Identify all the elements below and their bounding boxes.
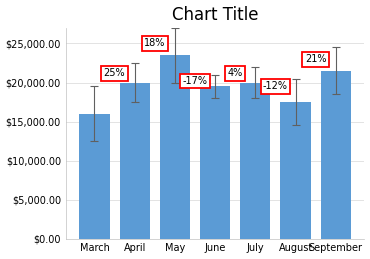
Text: 21%: 21% [305, 54, 326, 64]
Bar [200, 87, 230, 239]
Text: -17%: -17% [182, 76, 208, 86]
Bar [280, 102, 311, 239]
Bar [160, 55, 190, 239]
Bar [120, 83, 150, 239]
Bar [240, 83, 270, 239]
Text: 25%: 25% [104, 68, 125, 78]
Text: 4%: 4% [228, 68, 243, 78]
Text: 18%: 18% [144, 39, 165, 48]
Bar [80, 114, 110, 239]
Title: Chart Title: Chart Title [172, 5, 258, 24]
Bar [321, 71, 351, 239]
Text: -12%: -12% [263, 81, 288, 91]
